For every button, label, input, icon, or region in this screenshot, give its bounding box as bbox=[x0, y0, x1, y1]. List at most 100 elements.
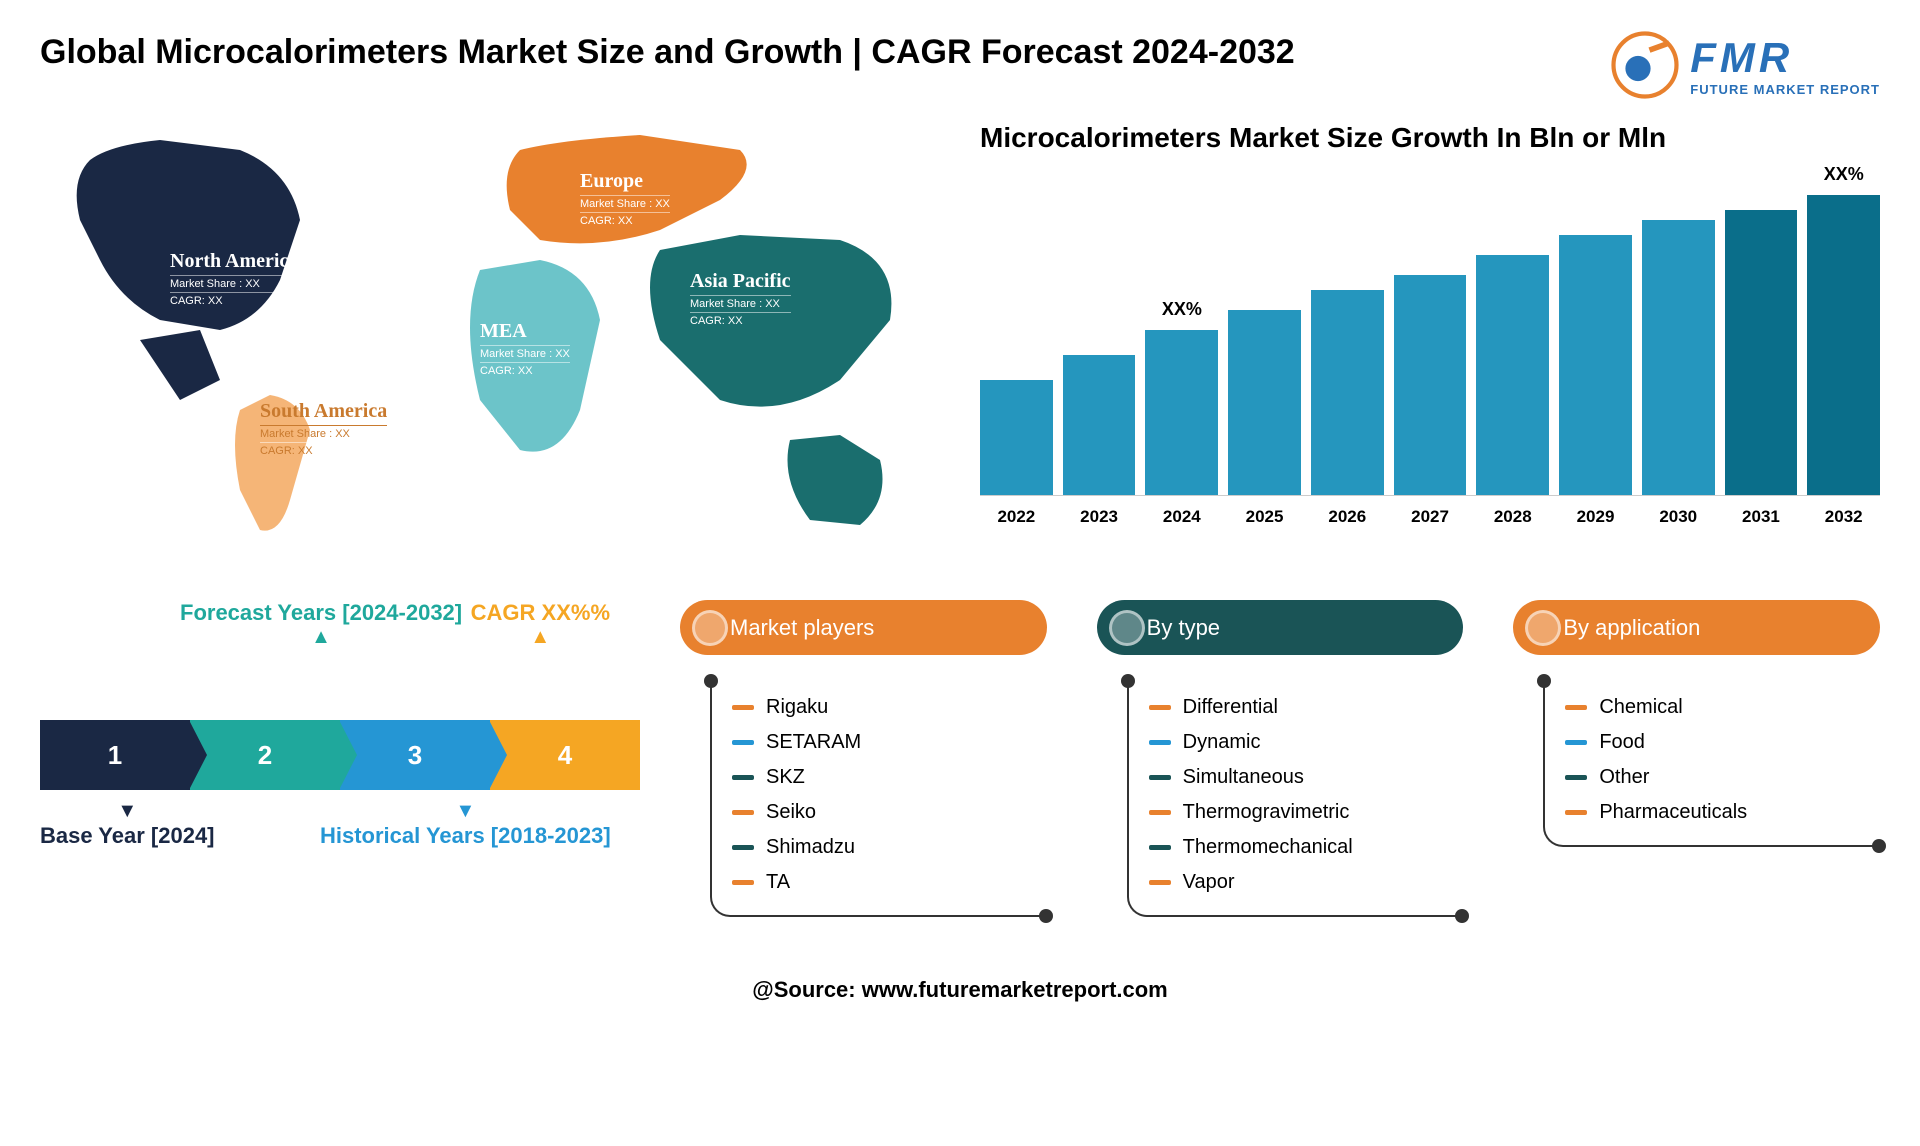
category-item-label: Chemical bbox=[1599, 696, 1682, 719]
bar-label: 2025 bbox=[1246, 507, 1284, 527]
bar-group: 2028 bbox=[1476, 255, 1549, 495]
bullet-dash bbox=[1149, 705, 1171, 710]
bar-label: 2028 bbox=[1494, 507, 1532, 527]
bar-group: 2025 bbox=[1228, 310, 1301, 495]
category-item-label: Shimadzu bbox=[766, 836, 855, 859]
timeline: 1 2 3 4 bbox=[40, 720, 640, 790]
bar bbox=[1394, 275, 1467, 495]
bar-label: 2030 bbox=[1659, 507, 1697, 527]
page-title: Global Microcalorimeters Market Size and… bbox=[40, 30, 1295, 74]
timeline-cagr-label: CAGR XX%% ▲ bbox=[471, 600, 610, 649]
bullet-dash bbox=[1149, 775, 1171, 780]
bar-chart-section: Microcalorimeters Market Size Growth In … bbox=[980, 120, 1880, 540]
bar-group: 2022 bbox=[980, 380, 1053, 495]
category-item-label: SETARAM bbox=[766, 731, 861, 754]
category-item: SETARAM bbox=[732, 725, 1047, 760]
region-south-america: South America Market Share : XX CAGR: XX bbox=[260, 400, 387, 457]
timeline-step-3: 3 bbox=[340, 720, 490, 790]
region-asia-pacific: Asia Pacific Market Share : XX CAGR: XX bbox=[690, 270, 791, 327]
category-item: Chemical bbox=[1565, 690, 1880, 725]
timeline-section: Forecast Years [2024-2032] ▲ CAGR XX%% ▲… bbox=[40, 600, 640, 790]
bar bbox=[1725, 210, 1798, 495]
bullet-dash bbox=[1149, 880, 1171, 885]
chart-title: Microcalorimeters Market Size Growth In … bbox=[980, 120, 1880, 156]
category-item: Thermomechanical bbox=[1149, 830, 1464, 865]
bullet-dash bbox=[732, 705, 754, 710]
logo: FMR FUTURE MARKET REPORT bbox=[1610, 30, 1880, 100]
bullet-dash bbox=[1149, 810, 1171, 815]
category-item: Other bbox=[1565, 760, 1880, 795]
bullet-dash bbox=[732, 845, 754, 850]
bullet-dash bbox=[732, 880, 754, 885]
bullet-dash bbox=[1565, 775, 1587, 780]
category-item: Vapor bbox=[1149, 865, 1464, 900]
category-item-label: Pharmaceuticals bbox=[1599, 801, 1747, 824]
bar-label: 2027 bbox=[1411, 507, 1449, 527]
bullet-dash bbox=[1149, 740, 1171, 745]
bar-group: 2030 bbox=[1642, 220, 1715, 495]
bullet-dash bbox=[732, 775, 754, 780]
category-item: SKZ bbox=[732, 760, 1047, 795]
category-item-label: Simultaneous bbox=[1183, 766, 1304, 789]
bar bbox=[1476, 255, 1549, 495]
bar-group: 2029 bbox=[1559, 235, 1632, 495]
category-item: Rigaku bbox=[732, 690, 1047, 725]
bullet-dash bbox=[1149, 845, 1171, 850]
bullet-dash bbox=[1565, 740, 1587, 745]
bar-label: 2032 bbox=[1825, 507, 1863, 527]
bar bbox=[980, 380, 1053, 495]
category-item: Thermogravimetric bbox=[1149, 795, 1464, 830]
category-item: Shimadzu bbox=[732, 830, 1047, 865]
bar-label: 2024 bbox=[1163, 507, 1201, 527]
bar-group: 2032XX% bbox=[1807, 195, 1880, 495]
source-text: @Source: www.futuremarketreport.com bbox=[40, 977, 1880, 1003]
bar-label: 2029 bbox=[1577, 507, 1615, 527]
bullet-dash bbox=[732, 740, 754, 745]
bar-group: 2023 bbox=[1063, 355, 1136, 495]
category-item: TA bbox=[732, 865, 1047, 900]
logo-main-text: FMR bbox=[1690, 34, 1880, 82]
category-item: Differential bbox=[1149, 690, 1464, 725]
bar-label: 2022 bbox=[997, 507, 1035, 527]
bar bbox=[1228, 310, 1301, 495]
category-item-label: Other bbox=[1599, 766, 1649, 789]
bar bbox=[1311, 290, 1384, 495]
bar bbox=[1559, 235, 1632, 495]
timeline-forecast-label: Forecast Years [2024-2032] ▲ bbox=[180, 600, 462, 649]
category-header: Market players bbox=[680, 600, 1047, 655]
bullet-dash bbox=[732, 810, 754, 815]
bar-annotation: XX% bbox=[1162, 299, 1202, 320]
timeline-step-2: 2 bbox=[190, 720, 340, 790]
category-item-label: Seiko bbox=[766, 801, 816, 824]
region-north-america: North America Market Share : XX CAGR: XX bbox=[170, 250, 298, 307]
category-item: Dynamic bbox=[1149, 725, 1464, 760]
bar-group: 2031 bbox=[1725, 210, 1798, 495]
category-item-label: Differential bbox=[1183, 696, 1278, 719]
category-column: By application Chemical Food Other Pharmaceu… bbox=[1513, 600, 1880, 917]
category-list: Differential Dynamic Simultaneous Thermogra… bbox=[1127, 680, 1464, 917]
category-item-label: SKZ bbox=[766, 766, 805, 789]
category-header: By application bbox=[1513, 600, 1880, 655]
category-column: Market players Rigaku SETARAM SKZ Seiko Shima… bbox=[680, 600, 1047, 917]
logo-icon bbox=[1610, 30, 1680, 100]
bar bbox=[1807, 195, 1880, 495]
region-mea: MEA Market Share : XX CAGR: XX bbox=[480, 320, 570, 377]
bar-annotation: XX% bbox=[1824, 164, 1864, 185]
category-item: Seiko bbox=[732, 795, 1047, 830]
category-header: By type bbox=[1097, 600, 1464, 655]
category-item: Food bbox=[1565, 725, 1880, 760]
category-column: By type Differential Dynamic Simultaneous Th… bbox=[1097, 600, 1464, 917]
category-item-label: Vapor bbox=[1183, 871, 1235, 894]
bar-label: 2031 bbox=[1742, 507, 1780, 527]
category-item: Simultaneous bbox=[1149, 760, 1464, 795]
region-europe: Europe Market Share : XX CAGR: XX bbox=[580, 170, 670, 227]
bar bbox=[1063, 355, 1136, 495]
timeline-step-1: 1 bbox=[40, 720, 190, 790]
bar-group: 2024XX% bbox=[1145, 330, 1218, 495]
category-item-label: TA bbox=[766, 871, 790, 894]
category-item: Pharmaceuticals bbox=[1565, 795, 1880, 830]
world-map: North America Market Share : XX CAGR: XX… bbox=[40, 120, 940, 540]
timeline-step-4: 4 bbox=[490, 720, 640, 790]
bar-label: 2023 bbox=[1080, 507, 1118, 527]
category-item-label: Food bbox=[1599, 731, 1645, 754]
